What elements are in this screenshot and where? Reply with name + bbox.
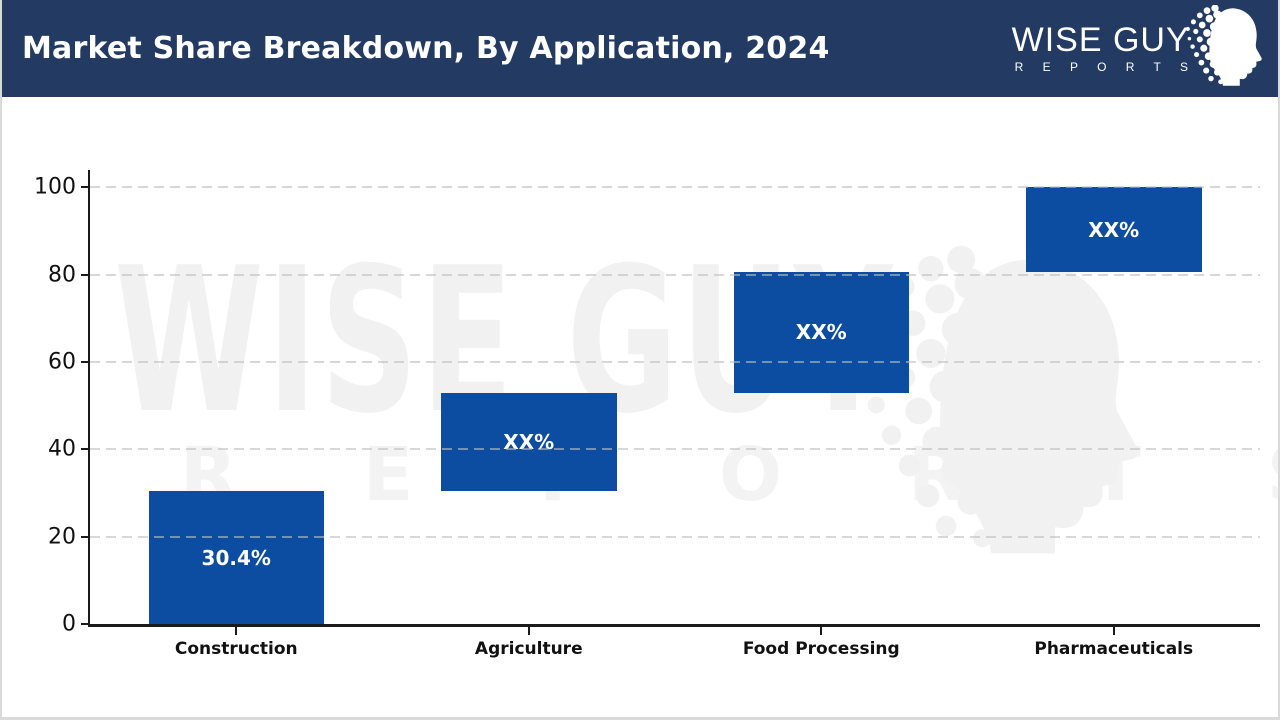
y-tick-mark: [81, 361, 90, 364]
bar: XX%: [441, 392, 617, 492]
gridline: [90, 186, 1260, 189]
y-tick-label: 40: [48, 436, 76, 462]
bar-value-label: XX%: [795, 320, 847, 345]
logo-wordmark: WISE GUY: [1011, 21, 1190, 59]
gridline: [90, 448, 1260, 451]
logo-subtitle: R E P O R T S: [1014, 60, 1196, 74]
y-tick-label: 80: [48, 262, 76, 288]
x-tick-mark: [527, 627, 530, 635]
gridline: [90, 535, 1260, 538]
gridline: [90, 273, 1260, 276]
y-tick-label: 100: [34, 174, 76, 200]
wiseguy-logo: WISE GUY R E P O R T S: [1012, 4, 1268, 93]
y-tick-mark: [81, 448, 90, 451]
x-axis-label: Food Processing: [742, 639, 900, 659]
x-tick-mark: [1112, 627, 1115, 635]
bar-value-label: XX%: [1088, 217, 1140, 242]
bar-value-label: 30.4%: [201, 545, 271, 570]
y-tick-mark: [81, 273, 90, 276]
y-tick-mark: [81, 623, 90, 625]
x-tick-mark: [235, 627, 238, 635]
bar: XX%: [733, 271, 909, 393]
x-axis-label: Agriculture: [474, 639, 583, 659]
y-tick-label: 20: [48, 524, 76, 550]
x-axis-label: Construction: [174, 639, 298, 659]
bar: 30.4%: [148, 491, 324, 624]
y-tick-label: 60: [48, 349, 76, 375]
x-axis-label: Pharmaceuticals: [1034, 639, 1194, 659]
y-tick-mark: [81, 535, 90, 538]
header-banner: Market Share Breakdown, By Application, …: [2, 0, 1278, 97]
chart-title: Market Share Breakdown, By Application, …: [22, 31, 830, 66]
y-tick-mark: [81, 186, 90, 189]
plot-area: 0 20 40 60 80 100 30.4% Construction XX% Agricult…: [34, 170, 1260, 659]
gridline: [90, 361, 1260, 364]
bar: XX%: [1026, 187, 1202, 272]
logo-text: WISE GUY R E P O R T S: [1012, 23, 1196, 74]
wiseguy-head-dots-icon: [1185, 4, 1262, 86]
y-tick-label: 0: [62, 611, 76, 637]
x-tick-mark: [820, 627, 823, 635]
